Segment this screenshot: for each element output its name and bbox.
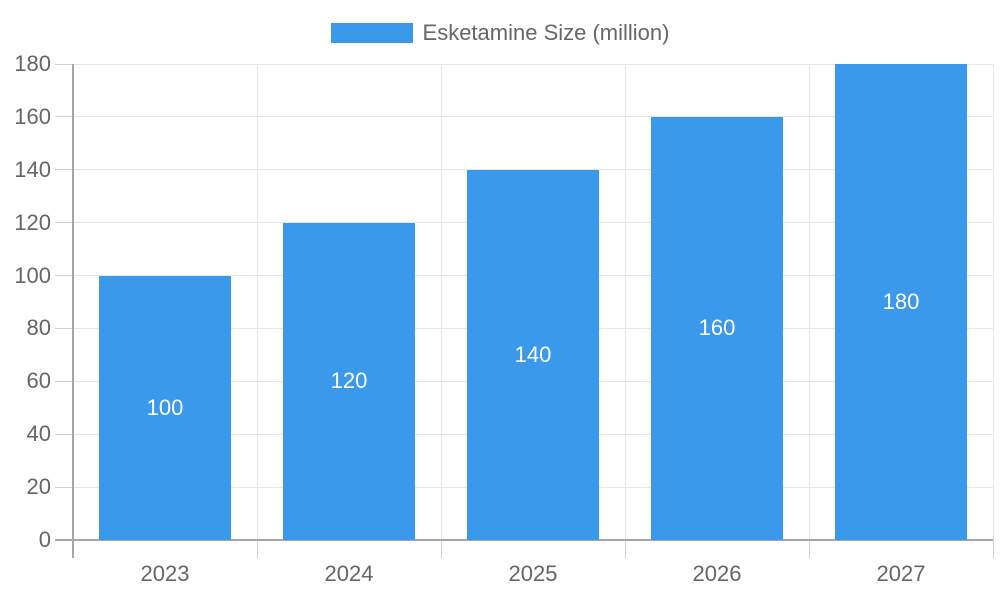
x-gridline [440,64,442,540]
x-tick-label: 2023 [140,561,190,586]
y-tick-label: 60 [26,368,51,394]
x-gridline [992,64,994,540]
y-tick-label: 40 [26,421,51,447]
bar-2025[interactable] [467,169,599,540]
legend-swatch-icon [330,23,413,43]
x-tick [992,540,994,558]
bar-value-label: 100 [146,394,184,420]
y-tick-label: 20 [26,474,51,500]
y-tick [55,380,73,382]
x-tick [624,540,626,558]
bar-value-label: 160 [698,315,736,341]
x-tick-label: 2025 [508,561,558,586]
bar-value-label: 120 [330,368,368,394]
bar-2024[interactable] [283,222,415,540]
x-tick-label: 2026 [692,561,742,586]
y-tick-label: 180 [14,51,51,76]
y-tick [55,327,73,329]
x-tick [256,540,258,558]
bar-2026[interactable] [651,116,783,540]
y-gridline [73,116,993,118]
y-tick [55,486,73,488]
chart-legend[interactable]: Esketamine Size (million) [0,21,1000,45]
y-tick-label: 120 [14,209,51,235]
bar-2023[interactable] [99,275,231,540]
x-tick [808,540,810,558]
y-gridline [73,63,993,65]
y-tick [55,169,73,171]
x-gridline [624,64,626,540]
x-gridline [256,64,258,540]
x-tick-label: 2027 [876,561,926,586]
y-tick [55,222,73,224]
y-tick [55,433,73,435]
y-axis-line [72,64,74,558]
y-tick-label: 160 [14,103,51,129]
x-axis-line [55,539,993,541]
legend-label: Esketamine Size (million) [422,20,670,45]
bar-2027[interactable] [835,64,967,540]
x-tick-label: 2024 [324,561,374,586]
x-tick [440,540,442,558]
y-tick-label: 0 [38,527,51,552]
y-tick [55,275,73,277]
bar-value-label: 180 [882,289,920,314]
bar-value-label: 140 [514,341,552,367]
y-tick [55,63,73,65]
y-tick [55,116,73,118]
y-tick-label: 140 [14,156,51,182]
x-gridline [808,64,810,540]
y-tick-label: 100 [14,262,51,288]
y-tick-label: 80 [26,315,51,341]
